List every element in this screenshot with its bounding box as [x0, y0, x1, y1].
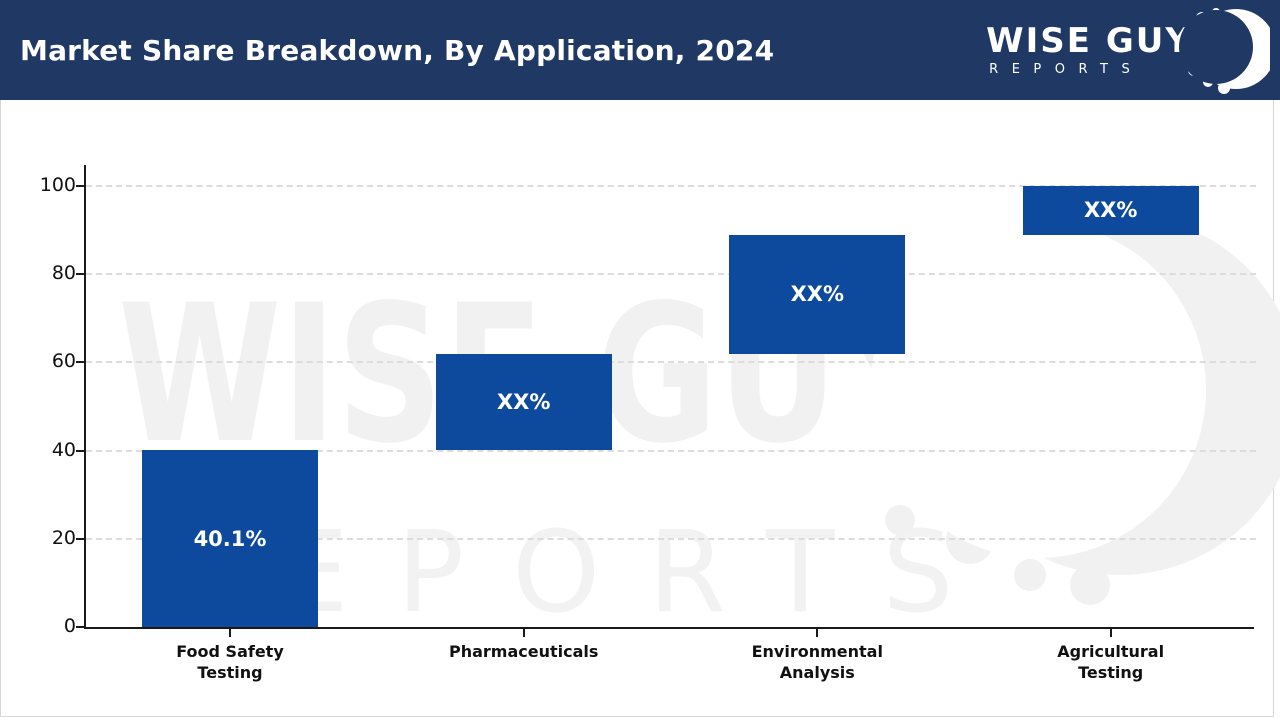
x-tick-2: [522, 629, 525, 637]
gridline-y20: [86, 537, 1256, 540]
watermark-head-logo: [870, 215, 1280, 605]
bar-value-label: XX%: [1083, 198, 1138, 223]
bar-1: 40.1%: [142, 450, 318, 627]
gridline-y80: [86, 273, 1256, 276]
x-category-label: Agricultural Testing: [1057, 642, 1165, 682]
bar-value-label: 40.1%: [193, 526, 267, 551]
y-tick-0: [76, 626, 84, 628]
bar-3: XX%: [729, 234, 906, 354]
y-tick-40: [76, 449, 84, 452]
gridline-y40: [86, 449, 1256, 452]
x-tick-1: [229, 629, 231, 637]
header-bar: Market Share Breakdown, By Application, …: [0, 0, 1280, 100]
x-tick-3: [816, 629, 819, 637]
logo-text: WISE GUY REPORTS: [986, 23, 1192, 77]
logo-head-icon: [1179, 8, 1270, 94]
wise-guy-reports-logo: WISE GUY REPORTS: [986, 0, 1270, 100]
y-tick-80: [76, 273, 84, 276]
x-tick-4: [1109, 629, 1112, 637]
x-axis-spine: [84, 627, 1254, 629]
gridline-y60: [86, 361, 1256, 364]
bar-value-label: XX%: [790, 282, 845, 307]
page-title: Market Share Breakdown, By Application, …: [20, 33, 775, 67]
y-tick-label-100: 100: [39, 174, 76, 196]
logo-wordmark: WISE GUY: [986, 21, 1192, 61]
x-category-label: Environmental Analysis: [751, 642, 883, 682]
x-category-label: Pharmaceuticals: [448, 642, 599, 661]
bar-value-label: XX%: [496, 389, 551, 414]
y-tick-60: [76, 361, 84, 364]
bar-4: XX%: [1022, 186, 1199, 235]
y-tick-label-40: 40: [51, 438, 76, 461]
x-category-label: Food Safety Testing: [176, 642, 284, 682]
y-tick-label-20: 20: [51, 526, 76, 549]
y-tick-label-80: 80: [51, 262, 76, 285]
y-tick-20: [76, 537, 84, 540]
y-tick-label-60: 60: [51, 350, 76, 373]
logo-subtitle: REPORTS: [989, 62, 1144, 77]
gridline-y100: [86, 185, 1256, 187]
bar-2: XX%: [435, 353, 612, 451]
y-tick-label-0: 0: [63, 615, 76, 637]
y-axis-spine: [84, 165, 86, 628]
y-tick-100: [76, 185, 84, 187]
